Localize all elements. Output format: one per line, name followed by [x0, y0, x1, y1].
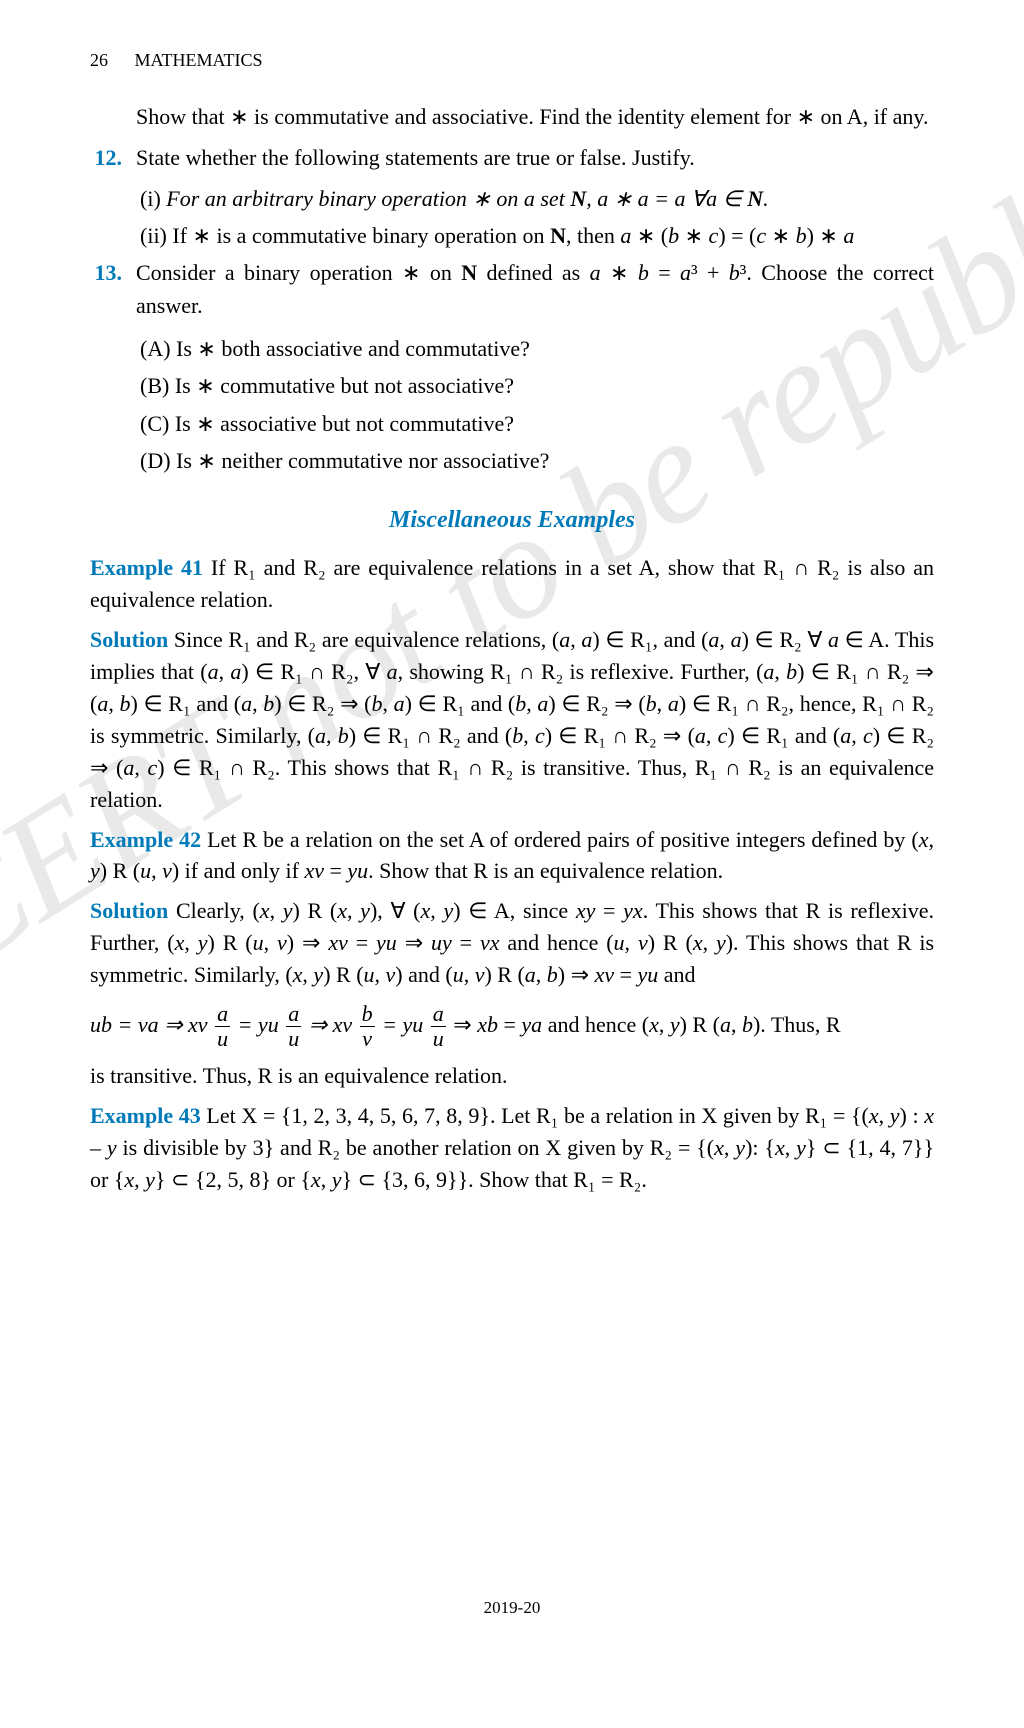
q13-option-d: (D) Is ∗ neither commutative nor associa…	[180, 442, 934, 479]
q13-option-a: (A) Is ∗ both associative and commutativ…	[180, 330, 934, 367]
ex42-label: Example 42	[90, 827, 201, 852]
ex41-sol-label: Solution	[90, 627, 168, 652]
q12-sub-i: (i) For an arbitrary binary operation ∗ …	[180, 182, 934, 215]
example-42-solution-p3: is transitive. Thus, R is an equivalence…	[90, 1060, 934, 1092]
example-42-solution-eq: ub = va ⇒ xv au = yu au ⇒ xv bv = yu au …	[90, 999, 934, 1052]
ex43-label: Example 43	[90, 1103, 201, 1128]
subject-heading: MATHEMATICS	[135, 50, 263, 70]
section-title: Miscellaneous Examples	[90, 507, 934, 534]
page-header: 26 MATHEMATICS	[90, 50, 934, 71]
page-number: 26	[90, 50, 108, 70]
q13-text: Consider a binary operation ∗ on N defin…	[136, 260, 934, 318]
q12-sub-ii: (ii) If ∗ is a commutative binary operat…	[180, 219, 934, 252]
example-42-solution-p1: Solution Clearly, (x, y) R (x, y), ∀ (x,…	[90, 895, 934, 991]
ex41-label: Example 41	[90, 555, 203, 580]
intro-text: Show that ∗ is commutative and associati…	[136, 101, 934, 133]
example-41-solution: Solution Since R₁ and R₂ are equivalence…	[90, 624, 934, 815]
example-42: Example 42 Let R be a relation on the se…	[90, 824, 934, 888]
q13-option-c: (C) Is ∗ associative but not commutative…	[180, 405, 934, 442]
q13-number: 13.	[90, 256, 136, 289]
q12-text: State whether the following statements a…	[136, 145, 695, 170]
example-43: Example 43 Let X = {1, 2, 3, 4, 5, 6, 7,…	[90, 1100, 934, 1196]
q13-option-b: (B) Is ∗ commutative but not associative…	[180, 367, 934, 404]
example-41: Example 41 If R₁ and R₂ are equivalence …	[90, 552, 934, 616]
q12-number: 12.	[90, 141, 136, 174]
ex42-sol-label: Solution	[90, 898, 168, 923]
page-footer: 2019-20	[0, 1598, 1024, 1618]
